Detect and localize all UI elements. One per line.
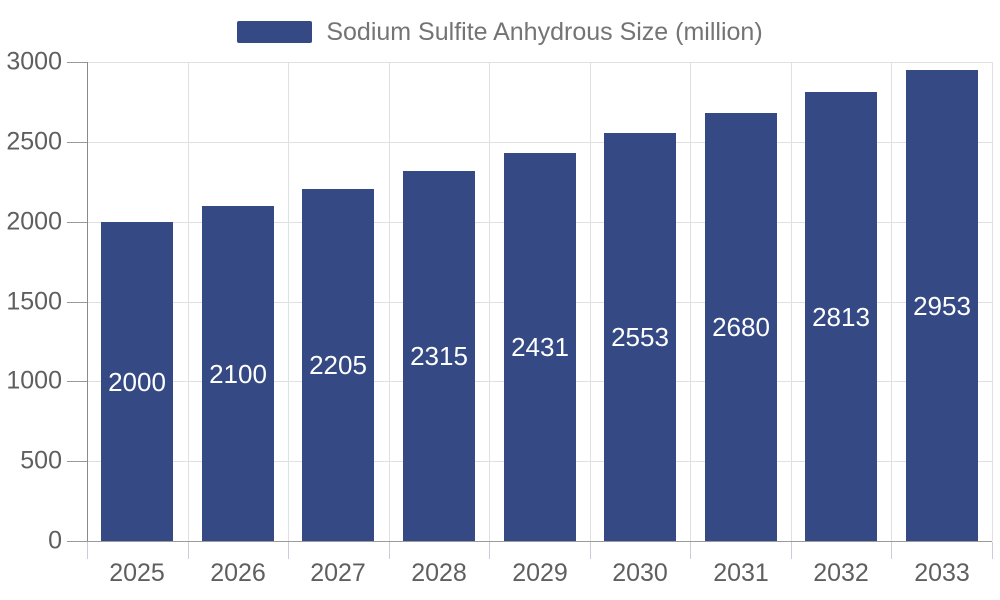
x-axis-tick [389, 542, 390, 559]
x-axis-tick [590, 542, 591, 559]
x-axis-tick-label: 2028 [411, 559, 467, 587]
y-axis-tick [67, 541, 87, 542]
y-axis-tick-label: 3000 [6, 47, 62, 76]
x-axis-tick [690, 542, 691, 559]
gridline-vertical [891, 62, 892, 541]
bar-value-label: 2205 [309, 350, 367, 380]
x-axis-tick [188, 542, 189, 559]
gridline-vertical [389, 62, 390, 541]
y-axis-tick [67, 62, 87, 63]
bar[interactable]: 2680 [705, 113, 777, 541]
bar-value-label: 2431 [511, 332, 569, 362]
x-axis-tick [288, 542, 289, 559]
y-axis-tick-label: 500 [20, 446, 62, 475]
x-axis-tick [992, 542, 993, 559]
bar[interactable]: 2553 [604, 133, 676, 541]
gridline-horizontal [87, 62, 992, 63]
x-axis-tick-label: 2027 [310, 559, 366, 587]
gridline-vertical [791, 62, 792, 541]
x-axis-tick-label: 2030 [612, 559, 668, 587]
bar[interactable]: 2100 [202, 206, 274, 541]
legend-item[interactable]: Sodium Sulfite Anhydrous Size (million) [0, 10, 1000, 54]
x-axis-tick [891, 542, 892, 559]
y-axis-tick [67, 381, 87, 382]
bar-value-label: 2100 [209, 358, 267, 389]
bar[interactable]: 2315 [403, 171, 475, 541]
bar-value-label: 2680 [712, 312, 770, 342]
x-axis-tick-label: 2025 [109, 559, 165, 587]
y-axis-tick-label: 2500 [6, 127, 62, 156]
legend-swatch-icon [237, 21, 313, 43]
x-axis-line [87, 541, 992, 542]
y-axis-tick [67, 302, 87, 303]
bar-value-label: 2813 [812, 301, 870, 332]
x-axis-tick [489, 542, 490, 559]
bar[interactable]: 2000 [101, 222, 173, 541]
y-axis-tick [67, 222, 87, 223]
bar-value-label: 2000 [108, 366, 166, 397]
gridline-vertical [288, 62, 289, 541]
gridline-vertical [489, 62, 490, 541]
x-axis-tick-label: 2031 [713, 559, 769, 587]
x-axis-tick [791, 542, 792, 559]
bar[interactable]: 2205 [302, 189, 374, 541]
y-axis-tick [67, 461, 87, 462]
y-axis-tick-label: 1500 [6, 287, 62, 316]
bar[interactable]: 2813 [805, 92, 877, 541]
y-axis-tick-label: 0 [48, 526, 62, 555]
gridline-vertical [188, 62, 189, 541]
bar-value-label: 2315 [410, 341, 468, 371]
bar-value-label: 2553 [611, 322, 669, 352]
x-axis-tick-label: 2026 [210, 559, 266, 587]
x-axis-tick-label: 2032 [813, 559, 869, 587]
y-axis-tick [67, 142, 87, 143]
bar[interactable]: 2953 [906, 70, 978, 541]
y-axis-tick-label: 1000 [6, 366, 62, 395]
y-axis-tick-label: 2000 [6, 207, 62, 236]
x-axis-tick [87, 542, 88, 559]
gridline-horizontal [87, 142, 992, 143]
y-axis-line [87, 62, 88, 541]
x-axis-tick-label: 2029 [512, 559, 568, 587]
bar[interactable]: 2431 [504, 153, 576, 541]
bar-value-label: 2953 [913, 290, 971, 321]
gridline-vertical [590, 62, 591, 541]
legend-label: Sodium Sulfite Anhydrous Size (million) [326, 18, 763, 46]
gridline-vertical [992, 62, 993, 541]
gridline-vertical [690, 62, 691, 541]
x-axis-tick-label: 2033 [914, 559, 970, 587]
